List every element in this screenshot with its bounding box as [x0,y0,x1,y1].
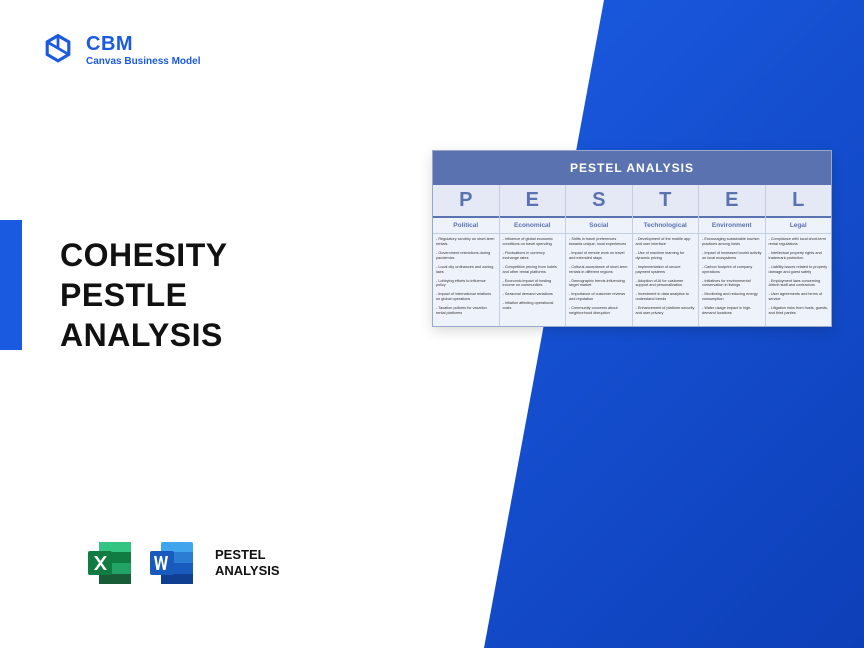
pestel-column-social: SSocial - Shifts in travel preferences to… [566,185,633,326]
pestel-item: - Taxation policies for vacation rental … [436,306,496,316]
pestel-letter: S [566,185,632,218]
main-title: COHESITY PESTLE ANALYSIS [60,235,228,355]
word-icon [147,538,197,588]
pestel-letter: E [500,185,566,218]
pestel-category-name: Technological [633,218,699,234]
pestel-item: - Monitoring and reducing energy consump… [702,292,762,302]
pestel-letter: E [699,185,765,218]
pestel-category-name: Environment [699,218,765,234]
pestel-item: - Use of machine learning for dynamic pr… [636,251,696,261]
pestel-item: - Regulatory scrutiny on short-term rent… [436,237,496,247]
pestel-category-name: Economical [500,218,566,234]
pestel-letter: L [766,185,832,218]
pestel-item: - Initiatives for environmental conserva… [702,279,762,289]
diagram-title: PESTEL ANALYSIS [433,151,831,185]
logo-subtitle: Canvas Business Model [86,56,200,67]
title-line-1: COHESITY [60,235,228,275]
pestel-category-name: Political [433,218,499,234]
pestel-item: - Employment laws concerning Airbnb staf… [769,279,829,289]
pestel-items: - Regulatory scrutiny on short-term rent… [433,234,499,326]
pestel-item: - Competitive pricing from hotels and ot… [503,265,563,275]
pestel-column-political: PPolitical - Regulatory scrutiny on short… [433,185,500,326]
pestel-item: - Fluctuations in currency exchange rate… [503,251,563,261]
pestel-item: - Impact of international relations on g… [436,292,496,302]
pestel-item: - Government restrictions during pandemi… [436,251,496,261]
pestel-item: - Adoption of AI for customer support an… [636,279,696,289]
pestel-letter: P [433,185,499,218]
pestel-item: - Influence of global economic condition… [503,237,563,247]
pestel-item: - Development of the mobile app and user… [636,237,696,247]
logo-area: CBM Canvas Business Model [40,32,200,68]
pestel-item: - Community concerns about neighborhood … [569,306,629,316]
pestel-items: - Development of the mobile app and user… [633,234,699,326]
pestel-column-economical: EEconomical - Influence of global economi… [500,185,567,326]
pestel-item: - Inflation affecting operational costs [503,301,563,311]
pestel-label-line-1: PESTEL [215,547,280,563]
pestel-letter: T [633,185,699,218]
pestel-column-technological: TTechnological - Development of the mobil… [633,185,700,326]
pestel-item: - Litigation risks from hosts, guests, a… [769,306,829,316]
pestel-category-name: Social [566,218,632,234]
pestel-item: - Local city ordinances and zoning laws [436,265,496,275]
logo-text: CBM Canvas Business Model [86,33,200,67]
pestel-items: - Shifts in travel preferences towards u… [566,234,632,326]
title-line-3: ANALYSIS [60,315,228,355]
pestel-column-environment: EEnvironment - Encouraging sustainable to… [699,185,766,326]
pestel-item: - Seasonal demand variations [503,292,563,297]
pestel-item: - Investment in data analytics to unders… [636,292,696,302]
pestel-diagram: PESTEL ANALYSIS PPolitical - Regulatory s… [432,150,832,327]
pestel-columns: PPolitical - Regulatory scrutiny on short… [433,185,831,326]
pestel-item: - Shifts in travel preferences towards u… [569,237,629,247]
title-line-2: PESTLE [60,275,228,315]
pestel-item: - User agreements and terms of service [769,292,829,302]
pestel-item: - Intellectual property rights and trade… [769,251,829,261]
pestel-items: - Encouraging sustainable tourism practi… [699,234,765,326]
pestel-analysis-label: PESTEL ANALYSIS [215,547,280,578]
pestel-category-name: Legal [766,218,832,234]
pestel-item: - Economic impact of hosting income on c… [503,279,563,289]
pestel-item: - Impact of increased tourist activity o… [702,251,762,261]
logo-title: CBM [86,33,200,56]
pestel-item: - Enhancement of platform security and u… [636,306,696,316]
app-icons-row: PESTEL ANALYSIS [85,538,280,588]
pestel-item: - Importance of customer reviews and rep… [569,292,629,302]
cbm-logo-icon [40,32,76,68]
pestel-item: - Water usage impact in high-demand loca… [702,306,762,316]
pestel-item: - Implementation of secure payment syste… [636,265,696,275]
pestel-item: - Liability issues related to property d… [769,265,829,275]
pestel-item: - Lobbying efforts to influence policy [436,279,496,289]
pestel-item: - Cultural acceptance of short-term rent… [569,265,629,275]
accent-bar [0,220,22,350]
pestel-item: - Encouraging sustainable tourism practi… [702,237,762,247]
pestel-items: - Influence of global economic condition… [500,234,566,321]
pestel-column-legal: LLegal - Compliance with local short-term… [766,185,832,326]
pestel-item: - Carbon footprint of company operations [702,265,762,275]
pestel-items: - Compliance with local short-term renta… [766,234,832,326]
pestel-item: - Impact of remote work on travel and ex… [569,251,629,261]
pestel-item: - Demographic trends influencing target … [569,279,629,289]
excel-icon [85,538,135,588]
pestel-label-line-2: ANALYSIS [215,563,280,579]
pestel-item: - Compliance with local short-term renta… [769,237,829,247]
